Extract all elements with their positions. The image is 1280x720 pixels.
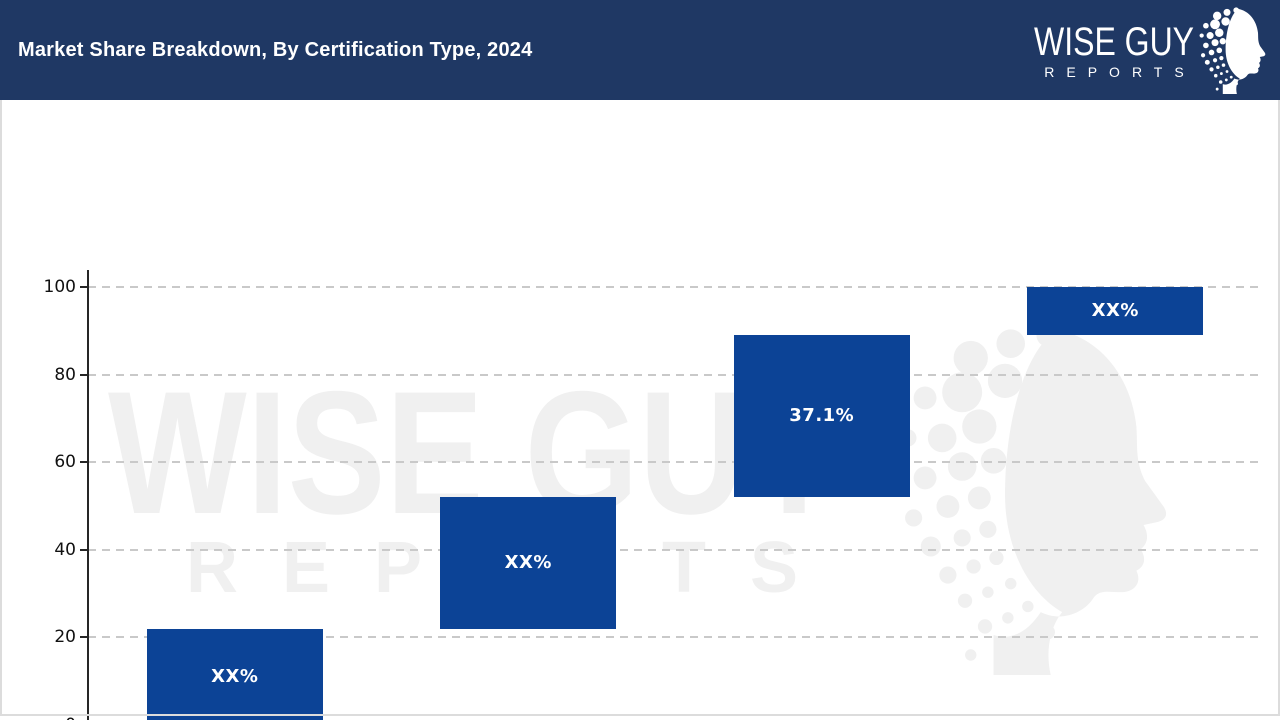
gridline [88,373,1262,376]
plot-area: 020406080100XX%ISO CertificationXX%CE Ma… [0,100,1280,720]
brand-tagline: REPORTS [1044,63,1196,80]
gridline [88,636,1262,639]
y-tick-label: 20 [54,627,76,648]
y-tick-label: 0 [0,714,76,720]
brand-logo: WISE GUY REPORTS [1014,0,1270,100]
bar: XX% [146,628,323,720]
gridline [88,286,1262,288]
y-tick-label: 80 [54,364,76,385]
bar-value-label: 37.1% [789,405,855,427]
y-tick-label: 60 [54,452,76,473]
gridline [88,548,1262,551]
y-tick [80,461,88,464]
gridline [88,461,1262,464]
brand-name: WISE GUY [1033,19,1194,64]
y-tick [80,548,88,551]
bar: XX% [440,497,617,629]
bar: 37.1% [733,334,910,498]
y-tick-label: 40 [54,539,76,560]
bar-value-label: XX% [504,552,552,574]
watermark-head-icon [885,318,1185,675]
y-tick [80,373,88,376]
y-tick [80,636,88,639]
wiseguy-head-icon [1196,6,1270,94]
y-tick [80,286,88,288]
bar: XX% [1027,287,1204,335]
y-tick-label: 100 [43,277,76,297]
bar-value-label: XX% [1091,300,1139,322]
page-title: Market Share Breakdown, By Certification… [18,38,533,61]
bar-value-label: XX% [211,666,259,688]
brand-text: WISE GUY REPORTS [1014,22,1214,79]
y-axis-line [87,270,89,720]
chart-area: WISE GUY REPORTS 020406080100XX%ISO Cert… [0,100,1280,720]
header-bar: Market Share Breakdown, By Certification… [0,0,1280,100]
